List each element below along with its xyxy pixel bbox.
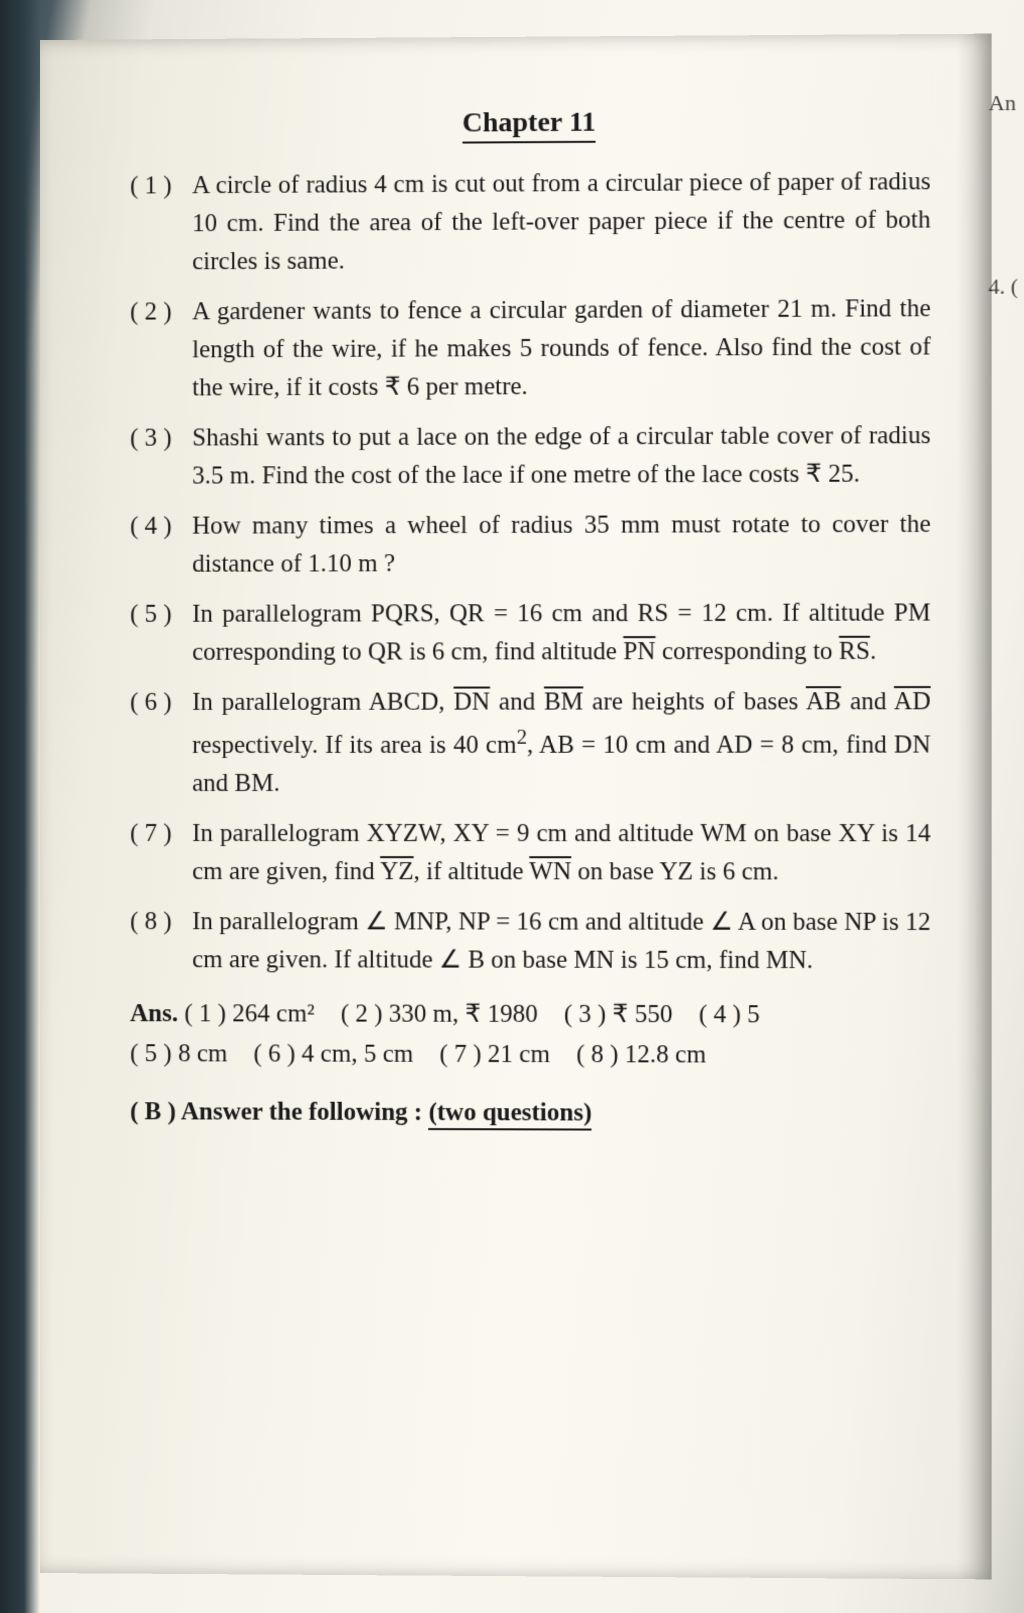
question-text: A gardener wants to fence a circular gar… (192, 290, 931, 407)
question-number: ( 1 ) (130, 167, 192, 281)
answer-8: ( 8 ) 12.8 cm (576, 1035, 706, 1075)
question-6: ( 6 )In parallelogram ABCD, DN and BM ar… (130, 683, 931, 803)
answers-label: Ans. (130, 1000, 178, 1027)
question-7: ( 7 )In parallelogram XYZW, XY = 9 cm an… (130, 815, 931, 892)
binding-gutter (0, 0, 40, 1613)
section-b-label: ( B ) Answer the following : (130, 1099, 422, 1127)
question-text: In parallelogram ABCD, DN and BM are hei… (192, 683, 931, 803)
question-number: ( 2 ) (130, 293, 192, 407)
question-5: ( 5 )In parallelogram PQRS, QR = 16 cm a… (130, 594, 931, 672)
question-number: ( 4 ) (130, 508, 192, 584)
question-number: ( 6 ) (130, 684, 192, 803)
book-page: Chapter 11 An 4. ( ( 1 )A circle of radi… (40, 34, 992, 1580)
question-3: ( 3 )Shashi wants to put a lace on the e… (130, 417, 931, 496)
answer-1: ( 1 ) 264 cm² (184, 995, 314, 1035)
question-list: ( 1 )A circle of radius 4 cm is cut out … (130, 163, 931, 981)
chapter-title: Chapter 11 (130, 105, 931, 142)
margin-note-41: 4. ( (988, 273, 1018, 299)
question-text: Shashi wants to put a lace on the edge o… (192, 417, 931, 496)
answer-6: ( 6 ) 4 cm, 5 cm (254, 1035, 414, 1075)
question-text: A circle of radius 4 cm is cut out from … (192, 163, 931, 281)
question-text: How many times a wheel of radius 35 mm m… (192, 506, 931, 584)
answer-2: ( 2 ) 330 m, ₹ 1980 (341, 994, 538, 1035)
section-b-note: (two questions) (429, 1099, 592, 1131)
question-2: ( 2 )A gardener wants to fence a circula… (130, 290, 931, 408)
question-number: ( 7 ) (130, 815, 192, 891)
question-8: ( 8 )In parallelogram ∠ MNP, NP = 16 cm … (130, 903, 931, 980)
answer-5: ( 5 ) 8 cm (130, 1035, 227, 1075)
question-1: ( 1 )A circle of radius 4 cm is cut out … (130, 163, 931, 282)
answer-3: ( 3 ) ₹ 550 (564, 994, 673, 1035)
section-b: ( B ) Answer the following : (two questi… (130, 1099, 931, 1129)
page-right-shadow (957, 34, 992, 1580)
margin-note-an: An (989, 90, 1016, 116)
answers-items: ( 1 ) 264 cm²( 2 ) 330 m, ₹ 1980( 3 ) ₹ … (130, 1001, 786, 1069)
question-text: In parallelogram ∠ MNP, NP = 16 cm and a… (192, 903, 931, 980)
question-text: In parallelogram PQRS, QR = 16 cm and RS… (192, 594, 931, 671)
question-number: ( 8 ) (130, 903, 192, 979)
chapter-title-text: Chapter 11 (462, 107, 596, 144)
question-4: ( 4 )How many times a wheel of radius 35… (130, 506, 931, 584)
question-number: ( 5 ) (130, 596, 192, 672)
question-text: In parallelogram XYZW, XY = 9 cm and alt… (192, 815, 931, 892)
answer-4: ( 4 ) 5 (699, 995, 760, 1035)
question-number: ( 3 ) (130, 419, 192, 495)
answers-block: Ans. ( 1 ) 264 cm²( 2 ) 330 m, ₹ 1980( 3… (130, 993, 931, 1076)
answer-7: ( 7 ) 21 cm (439, 1035, 550, 1075)
